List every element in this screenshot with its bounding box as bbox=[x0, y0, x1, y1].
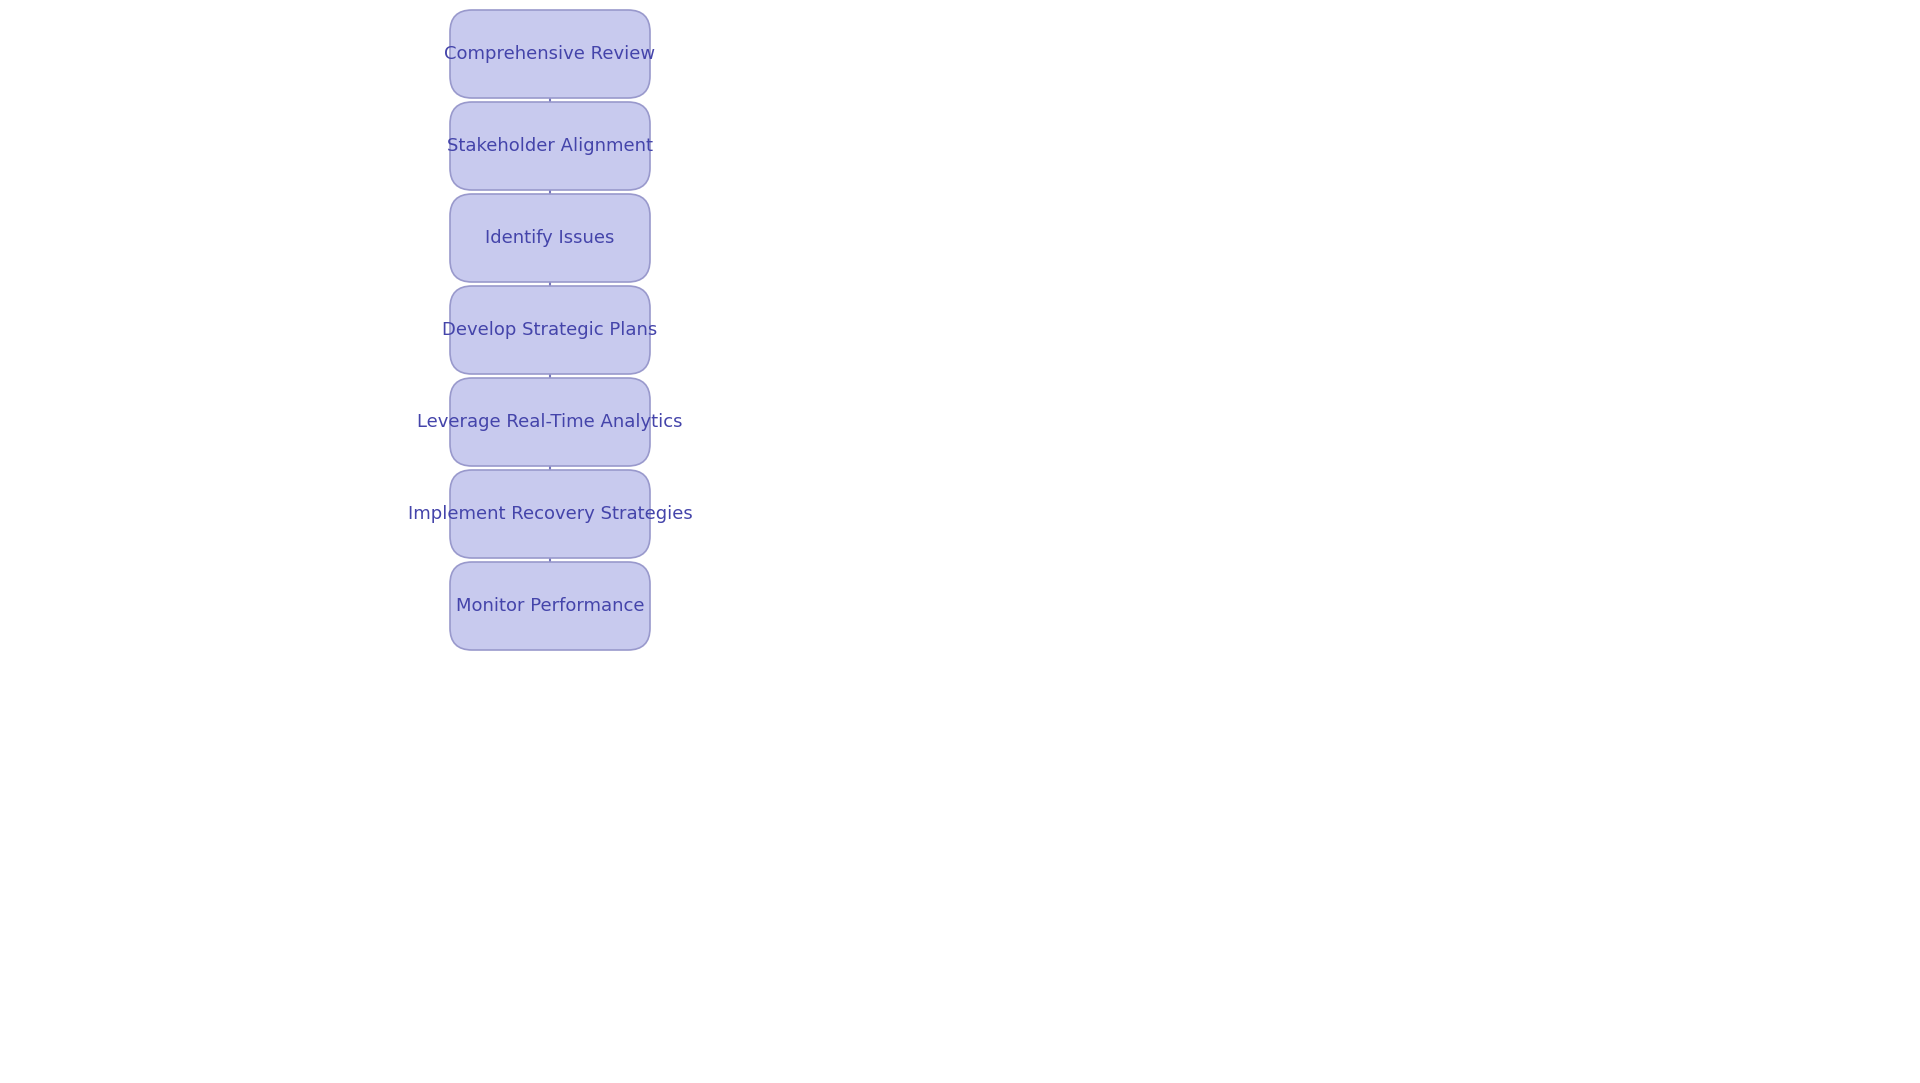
FancyBboxPatch shape bbox=[449, 470, 651, 558]
Text: Implement Recovery Strategies: Implement Recovery Strategies bbox=[407, 505, 693, 523]
FancyBboxPatch shape bbox=[449, 194, 651, 282]
FancyBboxPatch shape bbox=[449, 378, 651, 466]
FancyBboxPatch shape bbox=[449, 562, 651, 650]
Text: Monitor Performance: Monitor Performance bbox=[455, 597, 645, 615]
Text: Leverage Real-Time Analytics: Leverage Real-Time Analytics bbox=[417, 413, 684, 431]
FancyBboxPatch shape bbox=[449, 286, 651, 374]
Text: Develop Strategic Plans: Develop Strategic Plans bbox=[442, 321, 659, 339]
Text: Identify Issues: Identify Issues bbox=[486, 229, 614, 247]
Text: Comprehensive Review: Comprehensive Review bbox=[444, 45, 655, 63]
Text: Stakeholder Alignment: Stakeholder Alignment bbox=[447, 138, 653, 155]
FancyBboxPatch shape bbox=[449, 10, 651, 97]
FancyBboxPatch shape bbox=[449, 102, 651, 190]
